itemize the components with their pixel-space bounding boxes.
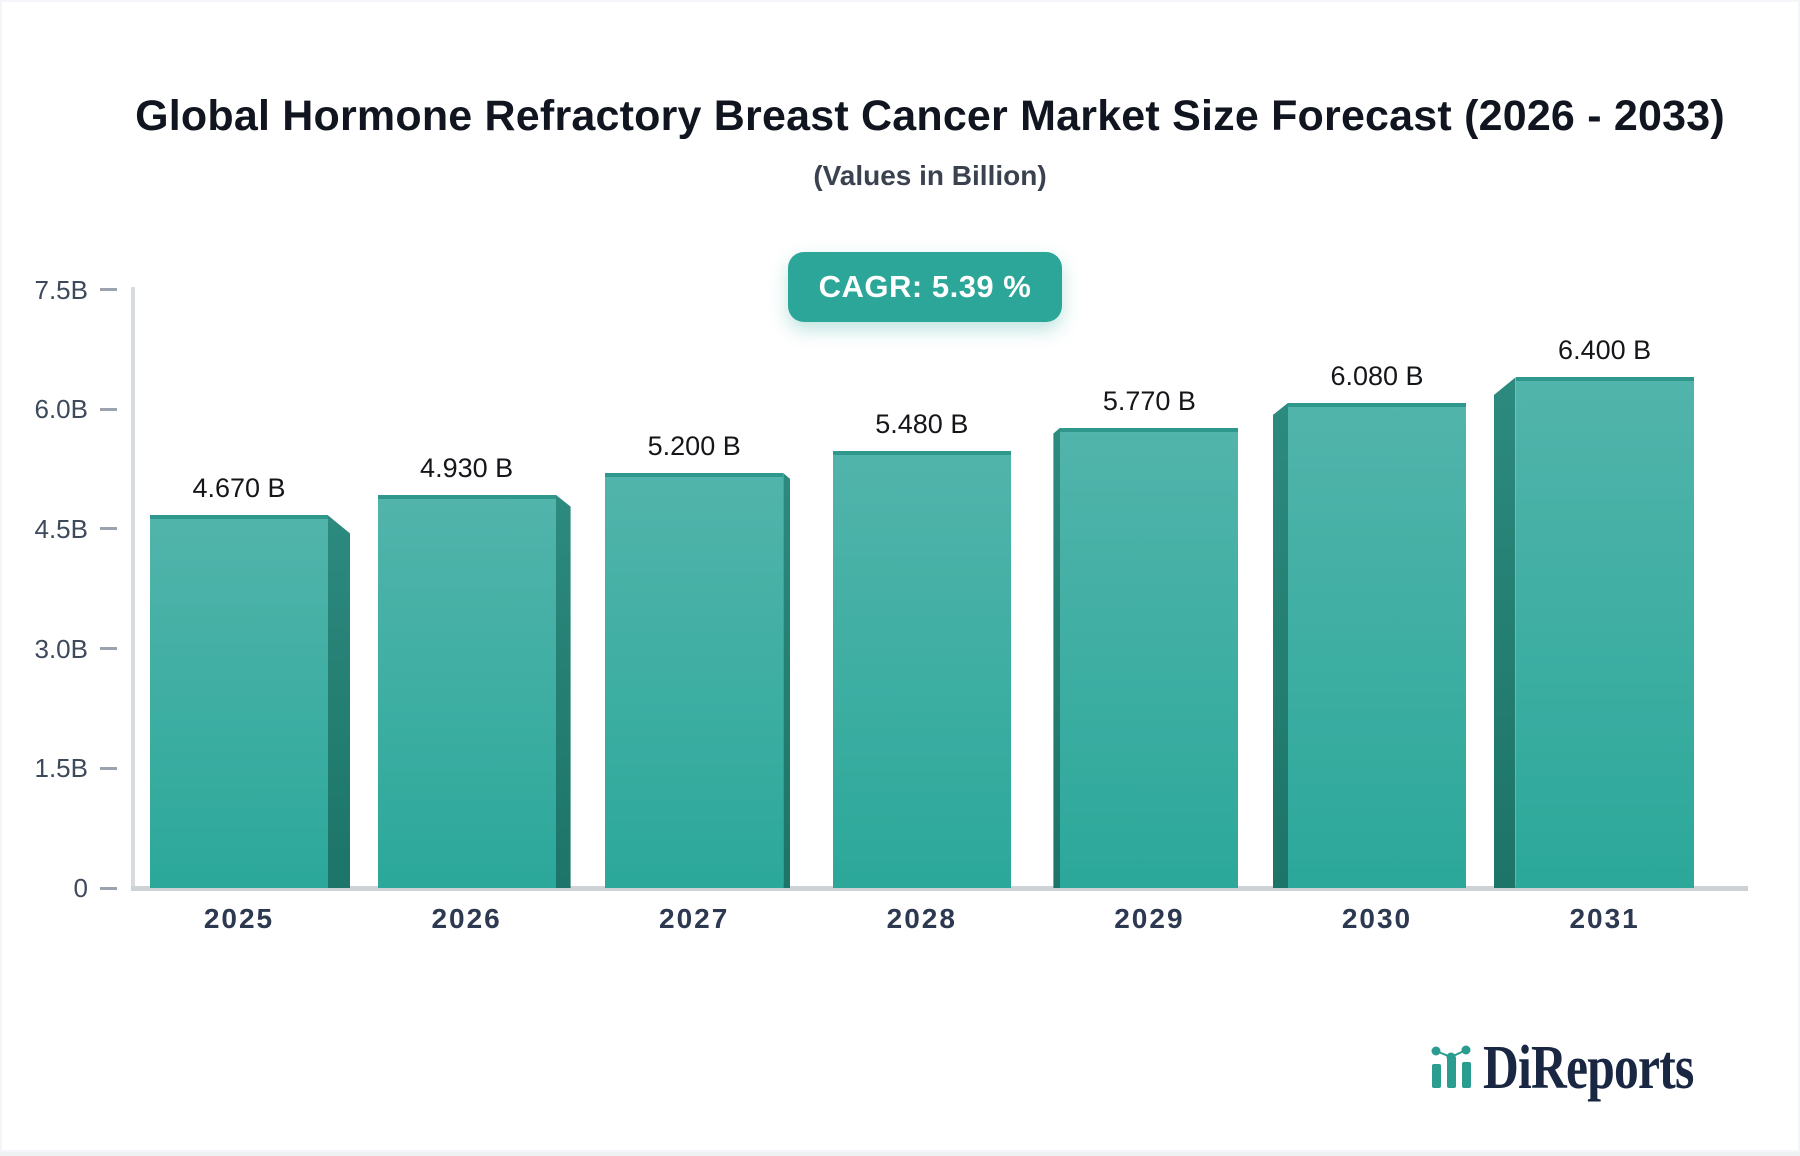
bar-top-edge [150,515,328,520]
bar-side-bevel [783,473,791,888]
x-axis-category-label: 2028 [886,903,957,934]
bar [605,473,784,888]
x-axis-category-label: 2027 [659,903,730,934]
direports-brand-text: DiReports [1483,1033,1694,1102]
y-axis-tick-label: 6.0B [34,394,89,425]
bar-top-edge [1060,427,1239,432]
bar [150,515,328,888]
y-axis-tick-label: 7.5B [34,274,89,305]
bar-side-bevel [328,515,350,888]
bar [377,494,556,888]
y-axis-tick [100,288,117,291]
bar-top-edge [377,494,556,499]
bar [832,450,1011,888]
x-axis-category-label: 2026 [431,903,502,934]
bar-top-edge [832,450,1011,455]
y-axis-line [131,287,135,888]
x-axis-category-label: 2030 [1341,903,1413,934]
bar-value-label: 6.080 B [1330,360,1424,391]
bar-top-edge [605,473,784,478]
bar [1060,427,1239,888]
bar [1288,402,1466,888]
y-axis-tick [100,886,117,890]
cagr-badge: CAGR: 5.39 % [788,252,1062,322]
bar-side-bevel [555,494,571,888]
x-axis-category-label: 2031 [1569,903,1640,934]
y-axis-tick-label: 4.5B [34,513,89,544]
bar-chart-logo-icon [1431,1045,1471,1088]
cagr-badge-text: CAGR: 5.39 % [818,269,1032,304]
bar-top-edge [1515,377,1694,382]
bar-value-label: 4.670 B [192,473,286,504]
chart-title: Global Hormone Refractory Breast Cancer … [135,92,1725,140]
direports-watermark: DiReports [1430,1034,1746,1102]
bar-value-label: 5.770 B [1102,385,1196,416]
bar-side-bevel [1493,377,1516,888]
bar-side-bevel [1053,427,1061,888]
y-axis-tick-label: 0 [73,873,88,903]
bar-value-label: 6.400 B [1558,335,1652,366]
y-axis-tick [100,407,117,411]
chart-subtitle: (Values in Billion) [813,160,1047,191]
bar-value-label: 5.200 B [647,431,741,462]
y-axis-tick [100,647,117,651]
x-axis-line [131,886,1748,891]
bar-top-edge [1288,402,1466,407]
y-axis-tick [100,766,117,770]
x-axis-category-label: 2025 [203,903,275,934]
y-axis-tick-label: 3.0B [34,633,89,664]
bar [1515,377,1694,888]
bar-value-label: 5.480 B [875,408,969,439]
bar-side-bevel [1273,402,1288,888]
bar-value-label: 4.930 B [420,452,514,483]
y-axis-tick-label: 1.5B [34,753,89,784]
y-axis-tick [100,527,117,531]
x-axis-category-label: 2029 [1114,903,1185,934]
